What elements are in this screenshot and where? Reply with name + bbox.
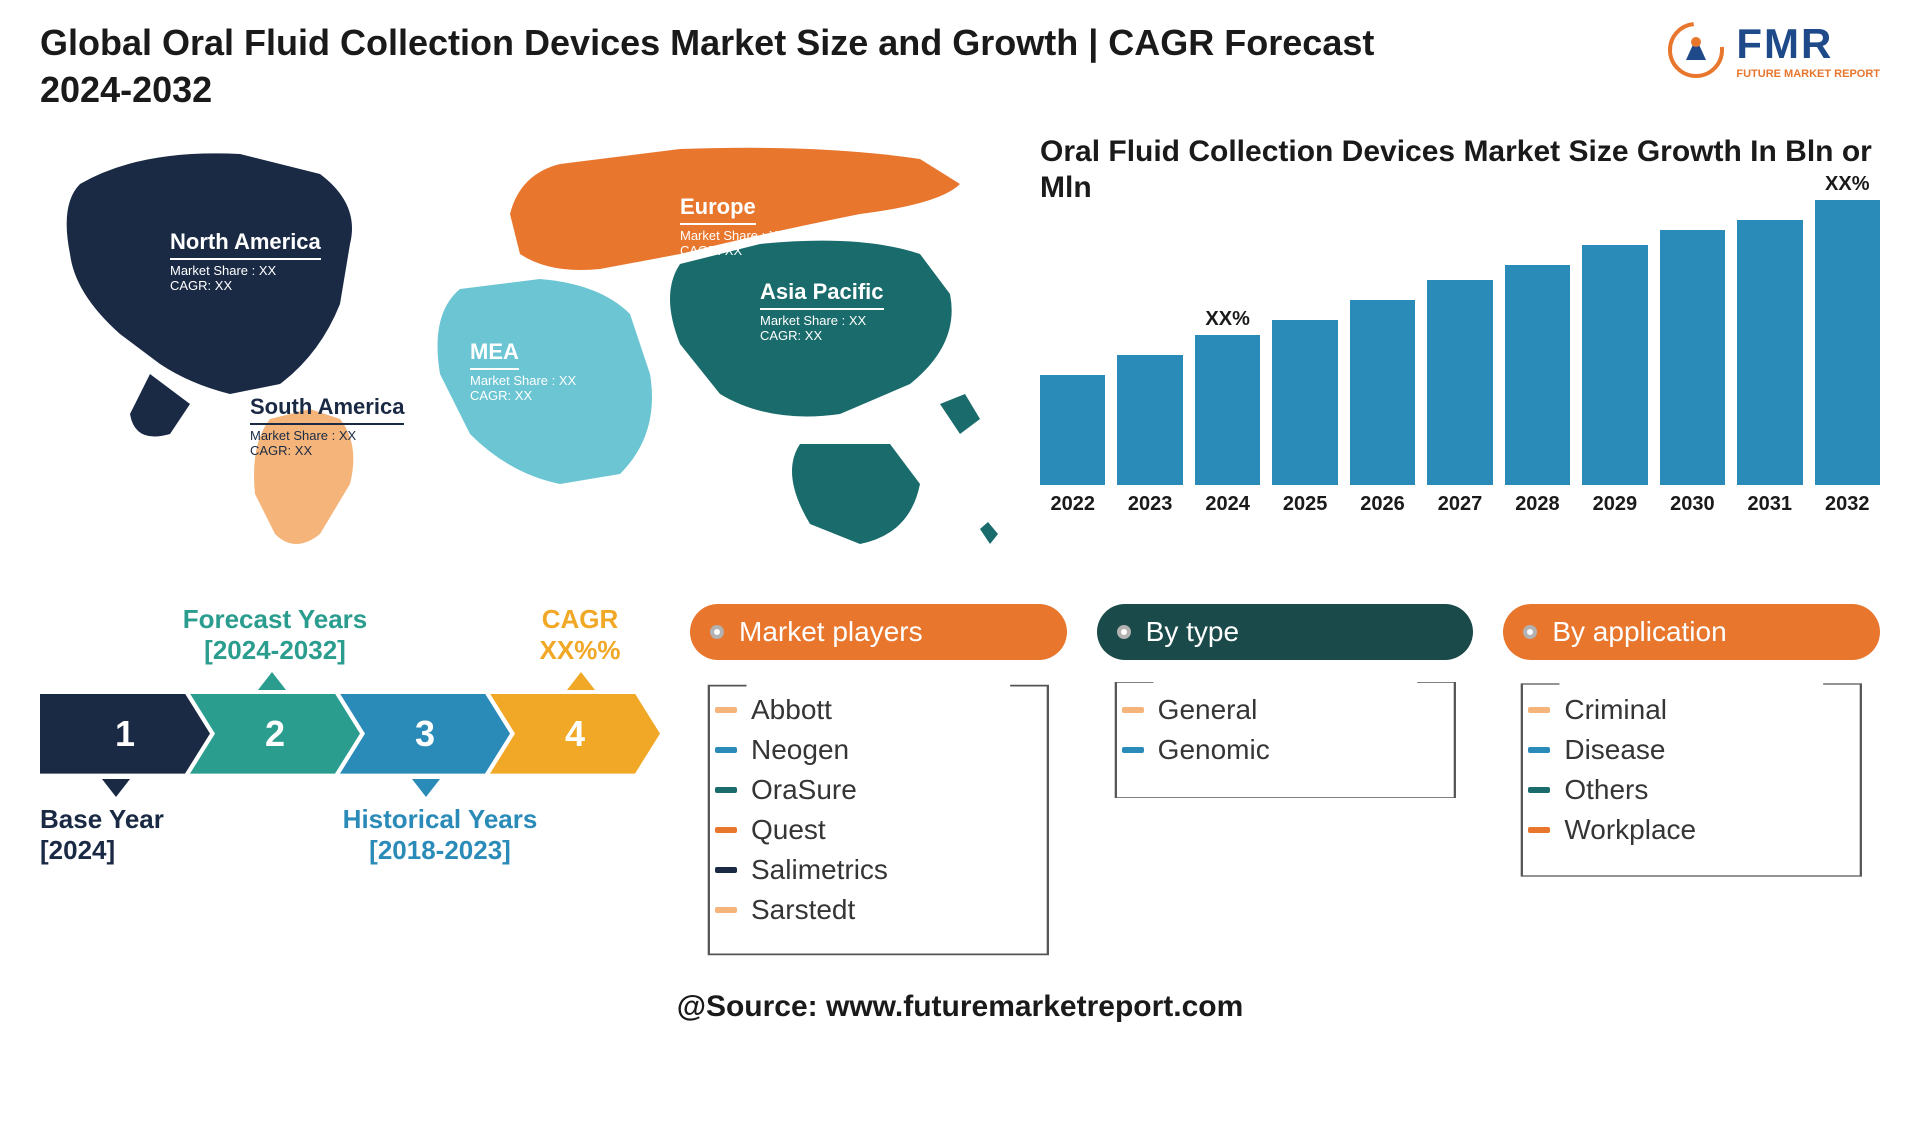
list-item: Sarstedt xyxy=(715,890,1042,930)
list-item: Quest xyxy=(715,810,1042,850)
arrow-row: 1234 xyxy=(40,694,660,774)
list-item: Genomic xyxy=(1122,730,1449,770)
region-ap: Asia PacificMarket Share : XXCAGR: XX xyxy=(760,279,884,343)
region-mea: MEAMarket Share : XXCAGR: XX xyxy=(470,339,576,403)
bar-2025: 2025 xyxy=(1272,320,1337,516)
bar-2022: 2022 xyxy=(1040,375,1105,516)
header: Global Oral Fluid Collection Devices Mar… xyxy=(40,20,1880,114)
chart-title: Oral Fluid Collection Devices Market Siz… xyxy=(1040,134,1880,206)
bar-2026: 2026 xyxy=(1350,300,1415,516)
bar-2032: XX%2032 xyxy=(1815,200,1880,516)
list-item: General xyxy=(1122,690,1449,730)
top-section: North AmericaMarket Share : XXCAGR: XX So… xyxy=(40,134,1880,554)
bar-2029: 2029 xyxy=(1582,245,1647,516)
base-pointer xyxy=(102,779,130,797)
column-header: By application xyxy=(1503,604,1880,660)
bar-2024: XX%2024 xyxy=(1195,335,1260,516)
list-item: Workplace xyxy=(1528,810,1855,850)
bar-2031: 2031 xyxy=(1737,220,1802,516)
cagr-pointer xyxy=(567,672,595,690)
bar-chart-section: Oral Fluid Collection Devices Market Siz… xyxy=(1040,134,1880,554)
bar-2023: 2023 xyxy=(1117,355,1182,516)
column-market-players: Market playersAbbottNeogenOraSureQuestSa… xyxy=(690,604,1067,950)
bar-2030: 2030 xyxy=(1660,230,1725,516)
list-item: Neogen xyxy=(715,730,1042,770)
timeline: Forecast Years [2024-2032] CAGR XX%% 123… xyxy=(40,604,660,950)
bottom-section: Forecast Years [2024-2032] CAGR XX%% 123… xyxy=(40,604,1880,950)
column-by-type: By type GeneralGenomic xyxy=(1097,604,1474,950)
timeline-seg-3: 3 xyxy=(340,694,510,774)
region-na: North AmericaMarket Share : XXCAGR: XX xyxy=(170,229,321,293)
footer-source: @Source: www.futuremarketreport.com xyxy=(40,990,1880,1024)
logo-main-text: FMR xyxy=(1736,20,1880,68)
list-item: Disease xyxy=(1528,730,1855,770)
forecast-pointer xyxy=(258,672,286,690)
column-by-application: By application CriminalDiseaseOthersWorkp… xyxy=(1503,604,1880,950)
list-item: OraSure xyxy=(715,770,1042,810)
timeline-seg-1: 1 xyxy=(40,694,210,774)
logo: FMR FUTURE MARKET REPORT xyxy=(1666,20,1880,80)
bar-2027: 2027 xyxy=(1427,280,1492,516)
fmr-logo-icon xyxy=(1666,20,1726,80)
logo-sub-text: FUTURE MARKET REPORT xyxy=(1736,68,1880,80)
cagr-label: CAGR XX%% xyxy=(500,604,660,666)
timeline-seg-2: 2 xyxy=(190,694,360,774)
world-map: North AmericaMarket Share : XXCAGR: XX So… xyxy=(40,134,1000,554)
historical-pointer xyxy=(412,779,440,797)
bar-chart: 20222023XX%20242025202620272028202920302… xyxy=(1040,226,1880,516)
list-item: Abbott xyxy=(715,690,1042,730)
base-label: Base Year [2024] xyxy=(40,804,200,866)
bar-2028: 2028 xyxy=(1505,265,1570,516)
lists-section: Market playersAbbottNeogenOraSureQuestSa… xyxy=(690,604,1880,950)
region-eu: EuropeMarket Share : XXCAGR: XX xyxy=(680,194,786,258)
page-title: Global Oral Fluid Collection Devices Mar… xyxy=(40,20,1440,114)
region-sa: South AmericaMarket Share : XXCAGR: XX xyxy=(250,394,404,458)
historical-label: Historical Years [2018-2023] xyxy=(330,804,550,866)
list-item: Criminal xyxy=(1528,690,1855,730)
column-header: Market players xyxy=(690,604,1067,660)
forecast-label: Forecast Years [2024-2032] xyxy=(175,604,375,666)
timeline-seg-4: 4 xyxy=(490,694,660,774)
column-header: By type xyxy=(1097,604,1474,660)
list-item: Salimetrics xyxy=(715,850,1042,890)
list-item: Others xyxy=(1528,770,1855,810)
